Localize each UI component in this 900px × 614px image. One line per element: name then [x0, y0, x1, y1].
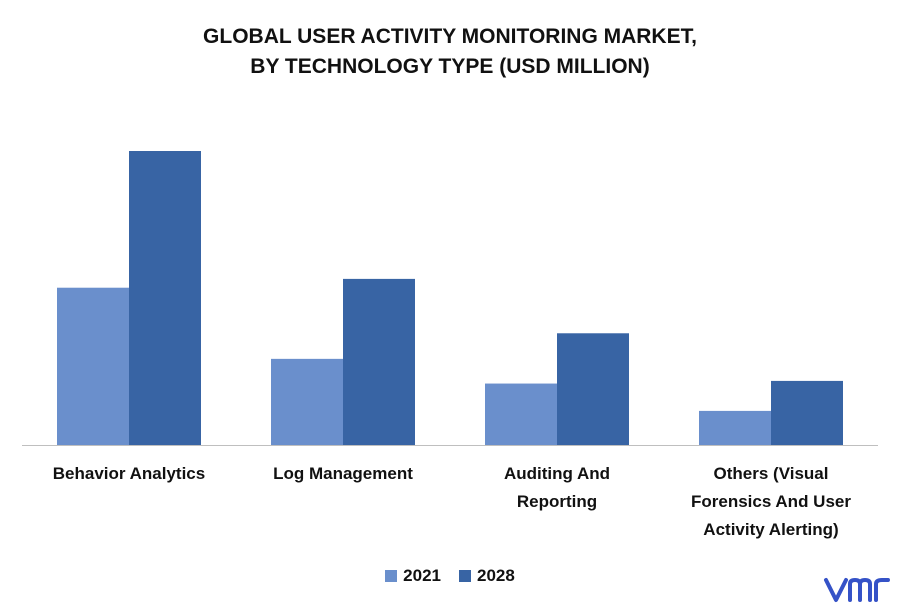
- legend-label-2021: 2021: [403, 566, 441, 585]
- chart-title-line-2: BY TECHNOLOGY TYPE (USD MILLION): [250, 55, 650, 78]
- vmr-logo: [824, 578, 890, 602]
- chart-title-line-1: GLOBAL USER ACTIVITY MONITORING MARKET,: [203, 25, 697, 48]
- bar-2021-3: [699, 410, 771, 445]
- bar-2021-1: [271, 358, 343, 445]
- bar-2028-1: [343, 278, 415, 445]
- x-tick-label: Others (Visual Forensics And User Activity…: [664, 460, 878, 544]
- chart-title: GLOBAL USER ACTIVITY MONITORING MARKET, …: [0, 22, 900, 82]
- x-tick-label-line: Behavior Analytics: [52, 464, 206, 483]
- bar-2028-3: [771, 380, 843, 445]
- x-tick-label: Behavior Analytics: [22, 460, 236, 488]
- x-tick-label-line: Auditing And: [503, 464, 611, 483]
- legend-swatch-2028: [459, 570, 471, 582]
- legend-label-2028: 2028: [477, 566, 515, 585]
- bar-2028-2: [557, 333, 629, 445]
- legend: 2021 2028: [0, 566, 900, 586]
- x-tick-label-line: Log Management: [273, 464, 413, 483]
- x-tick-label-line: Activity Alerting): [703, 520, 839, 539]
- x-tick-label-line: Reporting: [516, 492, 598, 511]
- bar-2028-0: [129, 151, 201, 445]
- legend-item-2021: 2021: [385, 566, 441, 586]
- legend-swatch-2021: [385, 570, 398, 582]
- x-tick-label-line: Others (Visual: [713, 464, 829, 483]
- x-tick-label-line: Forensics And User: [691, 492, 851, 511]
- x-tick-label: Log Management: [236, 460, 450, 488]
- legend-item-2028: 2028: [459, 566, 515, 586]
- x-tick-label: Auditing And Reporting: [450, 460, 664, 516]
- bar-2021-2: [485, 383, 557, 445]
- bar-2021-0: [57, 287, 129, 445]
